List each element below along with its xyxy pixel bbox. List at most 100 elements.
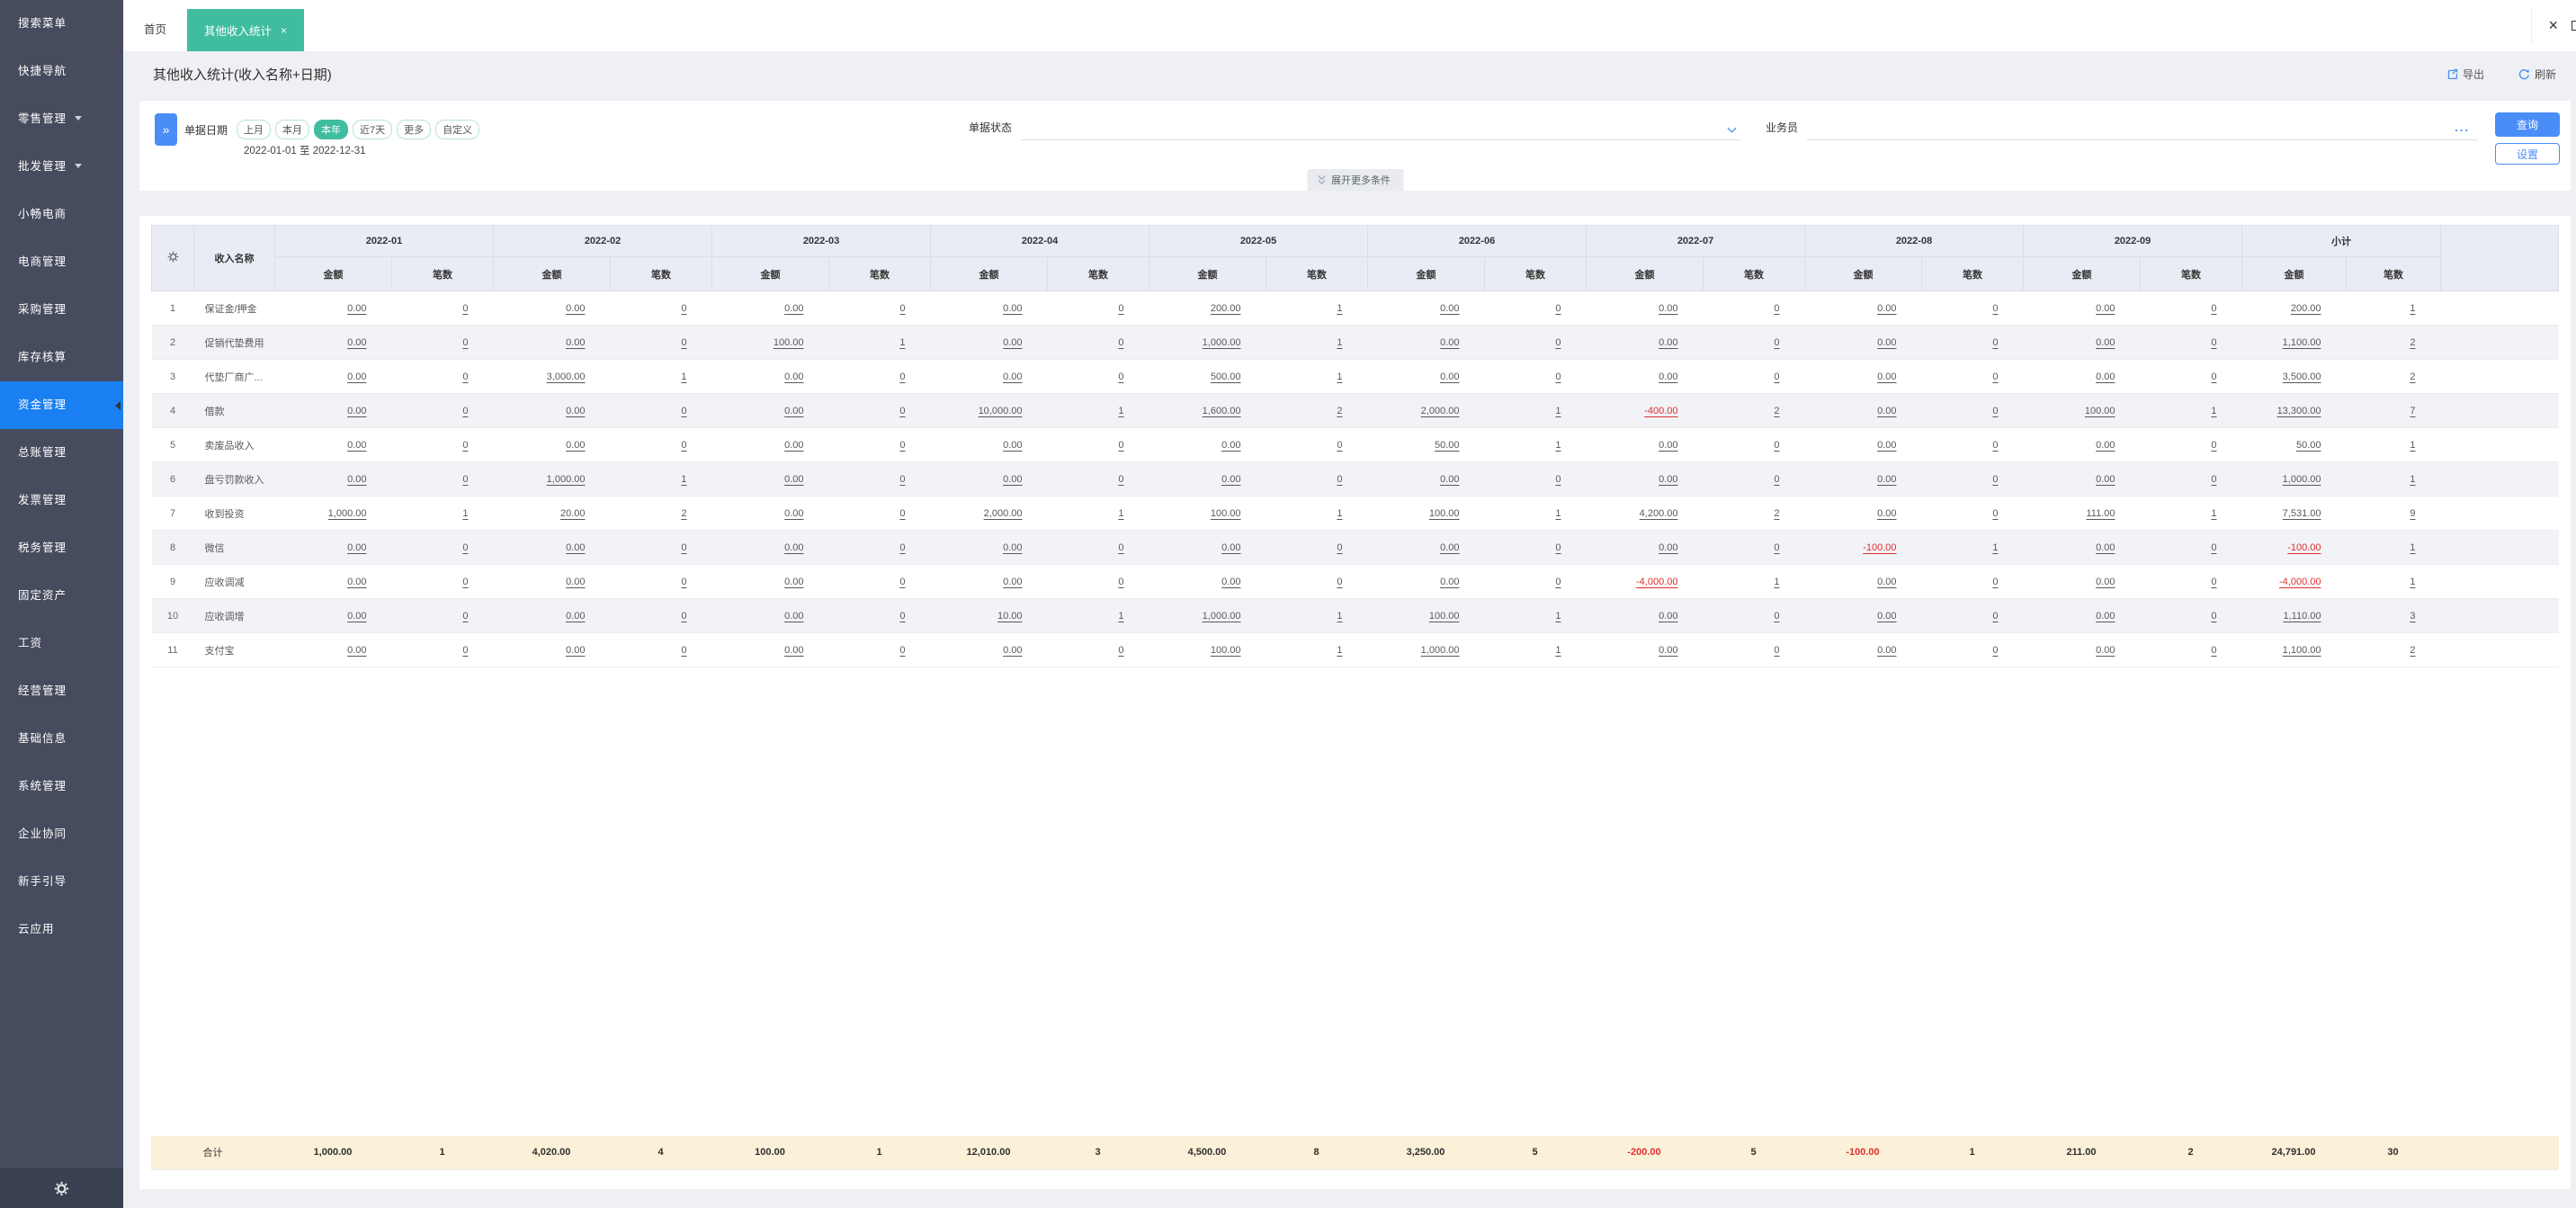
count-link[interactable]: 0 xyxy=(1337,541,1343,553)
export-button[interactable]: 导出 xyxy=(2446,67,2484,82)
fullscreen-icon[interactable] xyxy=(2572,20,2576,31)
count-link[interactable]: 0 xyxy=(1118,371,1124,382)
amount-link[interactable]: 0.00 xyxy=(2096,302,2115,314)
amount-link[interactable]: 1,100.00 xyxy=(2282,644,2321,656)
count-link[interactable]: 0 xyxy=(1774,610,1780,622)
count-link[interactable]: 0 xyxy=(899,302,906,314)
sidebar-item[interactable]: 税务管理 xyxy=(0,524,123,572)
amount-link[interactable]: 0.00 xyxy=(566,302,586,314)
sidebar-item[interactable]: 资金管理 xyxy=(0,381,123,429)
amount-link[interactable]: 1,000.00 xyxy=(327,507,367,519)
amount-link[interactable]: 1,100.00 xyxy=(2282,336,2321,348)
amount-link[interactable]: 0.00 xyxy=(1659,439,1678,451)
count-link[interactable]: 1 xyxy=(1337,610,1343,622)
tab-home[interactable]: 首页 xyxy=(144,23,167,36)
amount-link[interactable]: -100.00 xyxy=(1863,541,1897,553)
amount-link[interactable]: 0.00 xyxy=(2096,644,2115,656)
count-link[interactable]: 2 xyxy=(1774,405,1780,416)
count-link[interactable]: 0 xyxy=(1992,302,1999,314)
amount-link[interactable]: 0.00 xyxy=(1877,439,1897,451)
count-link[interactable]: 0 xyxy=(681,405,687,416)
count-link[interactable]: 0 xyxy=(2211,336,2217,348)
amount-link[interactable]: 2,000.00 xyxy=(983,507,1023,519)
sidebar-item[interactable]: 批发管理 xyxy=(0,143,123,191)
amount-link[interactable]: 0.00 xyxy=(566,336,586,348)
count-link[interactable]: 1 xyxy=(1555,439,1561,451)
date-range-pill[interactable]: 上月 xyxy=(237,120,272,139)
date-range-pill[interactable]: 近7天 xyxy=(353,120,393,139)
amount-link[interactable]: 50.00 xyxy=(1434,439,1460,451)
count-link[interactable]: 0 xyxy=(1774,336,1780,348)
count-link[interactable]: 0 xyxy=(681,302,687,314)
count-link[interactable]: 0 xyxy=(1555,302,1561,314)
count-link[interactable]: 1 xyxy=(2410,541,2416,553)
count-link[interactable]: 0 xyxy=(1118,576,1124,587)
close-icon[interactable]: × xyxy=(2548,16,2558,34)
count-link[interactable]: 0 xyxy=(1774,644,1780,656)
amount-link[interactable]: 0.00 xyxy=(784,507,804,519)
amount-link[interactable]: 0.00 xyxy=(1221,541,1241,553)
amount-link[interactable]: 1,110.00 xyxy=(2283,610,2321,622)
count-link[interactable]: 0 xyxy=(1555,336,1561,348)
count-link[interactable]: 0 xyxy=(1774,541,1780,553)
amount-link[interactable]: 20.00 xyxy=(559,507,586,519)
count-link[interactable]: 1 xyxy=(681,371,687,382)
count-link[interactable]: 0 xyxy=(1992,610,1999,622)
count-link[interactable]: 0 xyxy=(1118,336,1124,348)
count-link[interactable]: 1 xyxy=(1555,610,1561,622)
sidebar-item[interactable]: 搜索菜单 xyxy=(0,0,123,48)
amount-link[interactable]: 0.00 xyxy=(347,644,367,656)
amount-link[interactable]: 0.00 xyxy=(1440,541,1460,553)
count-link[interactable]: 2 xyxy=(2410,336,2416,348)
count-link[interactable]: 1 xyxy=(2211,507,2217,519)
count-link[interactable]: 0 xyxy=(899,507,906,519)
amount-link[interactable]: 0.00 xyxy=(1221,473,1241,485)
amount-link[interactable]: 0.00 xyxy=(566,644,586,656)
date-range-pill[interactable]: 自定义 xyxy=(435,120,480,139)
count-link[interactable]: 0 xyxy=(899,371,906,382)
count-link[interactable]: 7 xyxy=(2410,405,2416,416)
count-link[interactable]: 0 xyxy=(681,336,687,348)
amount-link[interactable]: 0.00 xyxy=(347,610,367,622)
count-link[interactable]: 0 xyxy=(681,541,687,553)
count-link[interactable]: 1 xyxy=(1992,541,1999,553)
amount-link[interactable]: 0.00 xyxy=(1440,576,1460,587)
settings-button[interactable]: 设置 xyxy=(2495,143,2560,165)
count-link[interactable]: 0 xyxy=(1337,439,1343,451)
amount-link[interactable]: 0.00 xyxy=(1877,473,1897,485)
count-link[interactable]: 1 xyxy=(2211,405,2217,416)
amount-link[interactable]: 0.00 xyxy=(1221,439,1241,451)
amount-link[interactable]: 0.00 xyxy=(2096,336,2115,348)
sidebar-item[interactable]: 企业协同 xyxy=(0,810,123,858)
amount-link[interactable]: 0.00 xyxy=(2096,541,2115,553)
amount-link[interactable]: 0.00 xyxy=(2096,576,2115,587)
count-link[interactable]: 2 xyxy=(2410,371,2416,382)
count-link[interactable]: 2 xyxy=(1774,507,1780,519)
count-link[interactable]: 1 xyxy=(1555,644,1561,656)
count-link[interactable]: 0 xyxy=(899,644,906,656)
amount-link[interactable]: 13,300.00 xyxy=(2276,405,2321,416)
count-link[interactable]: 0 xyxy=(1555,576,1561,587)
count-link[interactable]: 1 xyxy=(2410,576,2416,587)
count-link[interactable]: 0 xyxy=(1992,473,1999,485)
sidebar-item[interactable]: 经营管理 xyxy=(0,667,123,715)
amount-link[interactable]: 0.00 xyxy=(566,439,586,451)
amount-link[interactable]: 0.00 xyxy=(1003,336,1023,348)
count-link[interactable]: 0 xyxy=(462,644,469,656)
amount-link[interactable]: 0.00 xyxy=(1659,371,1678,382)
amount-link[interactable]: 0.00 xyxy=(347,576,367,587)
count-link[interactable]: 2 xyxy=(1337,405,1343,416)
sidebar-item[interactable]: 基础信息 xyxy=(0,715,123,763)
count-link[interactable]: 1 xyxy=(899,336,906,348)
amount-link[interactable]: 100.00 xyxy=(773,336,804,348)
amount-link[interactable]: 100.00 xyxy=(1210,507,1241,519)
amount-link[interactable]: 0.00 xyxy=(566,610,586,622)
count-link[interactable]: 1 xyxy=(681,473,687,485)
count-link[interactable]: 3 xyxy=(2410,610,2416,622)
count-link[interactable]: 0 xyxy=(2211,371,2217,382)
count-link[interactable]: 0 xyxy=(1992,644,1999,656)
amount-link[interactable]: 0.00 xyxy=(1440,302,1460,314)
count-link[interactable]: 0 xyxy=(1118,541,1124,553)
count-link[interactable]: 0 xyxy=(2211,576,2217,587)
sidebar-item[interactable]: 发票管理 xyxy=(0,477,123,524)
